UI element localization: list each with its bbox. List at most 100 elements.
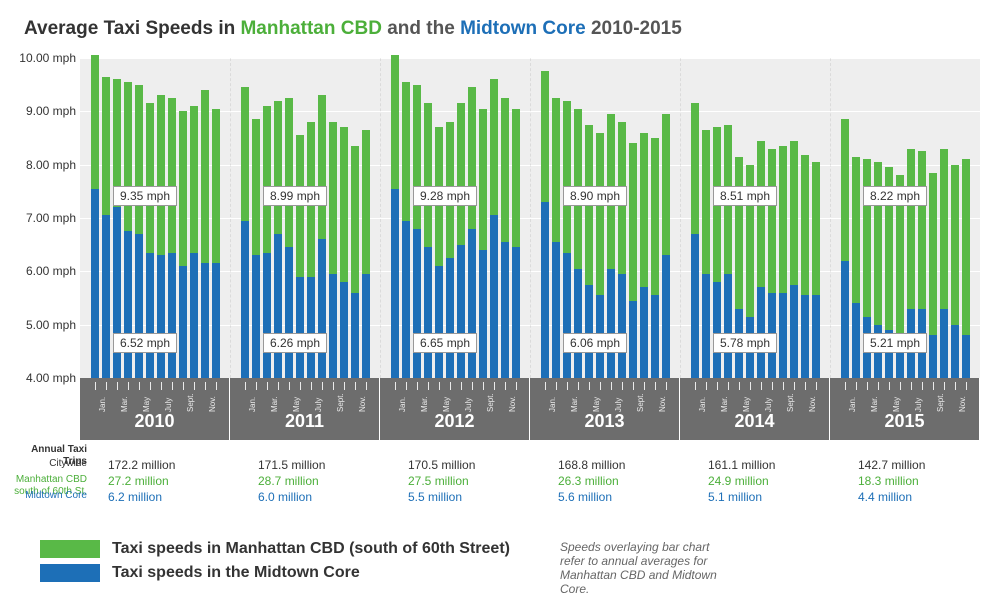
legend-item: Taxi speeds in Manhattan CBD (south of 6… (40, 540, 510, 558)
month-tick (150, 382, 151, 390)
month-label: May (292, 397, 301, 412)
midtown-average-label: 6.06 mph (563, 333, 627, 353)
bar-midtown (691, 234, 699, 378)
month-label: July (464, 398, 473, 412)
table-cell: 6.0 million (258, 490, 312, 504)
cbd-average-label: 9.35 mph (113, 186, 177, 206)
month-tick (644, 382, 645, 390)
bar-midtown (146, 253, 154, 378)
bar-midtown (362, 274, 370, 378)
midtown-average-label: 6.65 mph (413, 333, 477, 353)
table-cell: 5.1 million (708, 490, 762, 504)
month-tick (900, 382, 901, 390)
month-tick (344, 382, 345, 390)
year-block: 2012Jan.Mar.MayJulySept.Nov. (380, 378, 530, 440)
bar-midtown (790, 285, 798, 378)
month-label: Sept. (936, 393, 945, 412)
chart-footnote: Speeds overlaying bar chart refer to ann… (560, 540, 730, 596)
month-tick (911, 382, 912, 390)
month-label: Mar. (270, 396, 279, 412)
bar-midtown (585, 285, 593, 378)
month-label: Jan. (698, 397, 707, 412)
chart-title: Average Taxi Speeds in Manhattan CBD and… (24, 18, 682, 40)
bar-midtown (135, 234, 143, 378)
month-tick (739, 382, 740, 390)
month-tick (816, 382, 817, 390)
bar-midtown (413, 229, 421, 378)
bar-midtown (285, 247, 293, 378)
bar-midtown (629, 301, 637, 378)
legend-swatch (40, 540, 100, 558)
cbd-average-label: 8.51 mph (713, 186, 777, 206)
month-label: Jan. (548, 397, 557, 412)
legend-item: Taxi speeds in the Midtown Core (40, 564, 510, 582)
bar-midtown (179, 266, 187, 378)
month-label: Mar. (870, 396, 879, 412)
cbd-average-label: 8.99 mph (263, 186, 327, 206)
month-label: July (164, 398, 173, 412)
bar-midtown (479, 250, 487, 378)
legend-swatch (40, 564, 100, 582)
year-label: 2012 (380, 411, 529, 432)
bar-midtown (929, 335, 937, 378)
year-label: 2010 (80, 411, 229, 432)
bar-midtown (340, 282, 348, 378)
bar-midtown (124, 231, 132, 378)
month-tick (461, 382, 462, 390)
title-suffix: 2010-2015 (586, 18, 682, 39)
legend: Taxi speeds in Manhattan CBD (south of 6… (40, 540, 510, 588)
table-cell: 171.5 million (258, 458, 325, 472)
month-tick (322, 382, 323, 390)
title-mid: and the (382, 18, 460, 39)
table-cell: 28.7 million (258, 474, 319, 488)
table-cell: 24.9 million (708, 474, 769, 488)
bar-midtown (296, 277, 304, 378)
cbd-average-label: 8.22 mph (863, 186, 927, 206)
month-tick (856, 382, 857, 390)
month-label: Jan. (398, 397, 407, 412)
year-block: 2011Jan.Mar.MayJulySept.Nov. (230, 378, 380, 440)
month-tick (600, 382, 601, 390)
month-tick (494, 382, 495, 390)
bar-midtown (329, 274, 337, 378)
table-row: 172.2 million171.5 million170.5 million1… (92, 458, 992, 474)
bar-midtown (607, 269, 615, 378)
month-tick (205, 382, 206, 390)
bar-midtown (168, 253, 176, 378)
month-tick (728, 382, 729, 390)
month-label: Sept. (186, 393, 195, 412)
bar-midtown (552, 242, 560, 378)
month-tick (889, 382, 890, 390)
month-label: July (764, 398, 773, 412)
table-cell: 5.5 million (408, 490, 462, 504)
bar-midtown (812, 295, 820, 378)
table-row: 27.2 million28.7 million27.5 million26.3… (92, 474, 992, 490)
bar-midtown (512, 247, 520, 378)
bar-midtown (157, 255, 165, 378)
month-tick (450, 382, 451, 390)
year-label: 2013 (530, 411, 679, 432)
month-label: May (592, 397, 601, 412)
month-tick (267, 382, 268, 390)
table-cell: 172.2 million (108, 458, 175, 472)
year-separator (230, 58, 231, 378)
month-label: May (742, 397, 751, 412)
month-tick (106, 382, 107, 390)
month-label: Sept. (636, 393, 645, 412)
month-tick (172, 382, 173, 390)
month-label: July (314, 398, 323, 412)
month-tick (516, 382, 517, 390)
month-tick (300, 382, 301, 390)
bar-midtown (351, 293, 359, 378)
bar-midtown (263, 253, 271, 378)
bar-midtown (102, 215, 110, 378)
month-tick (717, 382, 718, 390)
bar-midtown (779, 293, 787, 378)
year-block: 2015Jan.Mar.MayJulySept.Nov. (830, 378, 980, 440)
year-separator (530, 58, 531, 378)
table-cell: 142.7 million (858, 458, 925, 472)
month-tick (655, 382, 656, 390)
month-label: July (914, 398, 923, 412)
year-separator (830, 58, 831, 378)
month-label: Sept. (486, 393, 495, 412)
